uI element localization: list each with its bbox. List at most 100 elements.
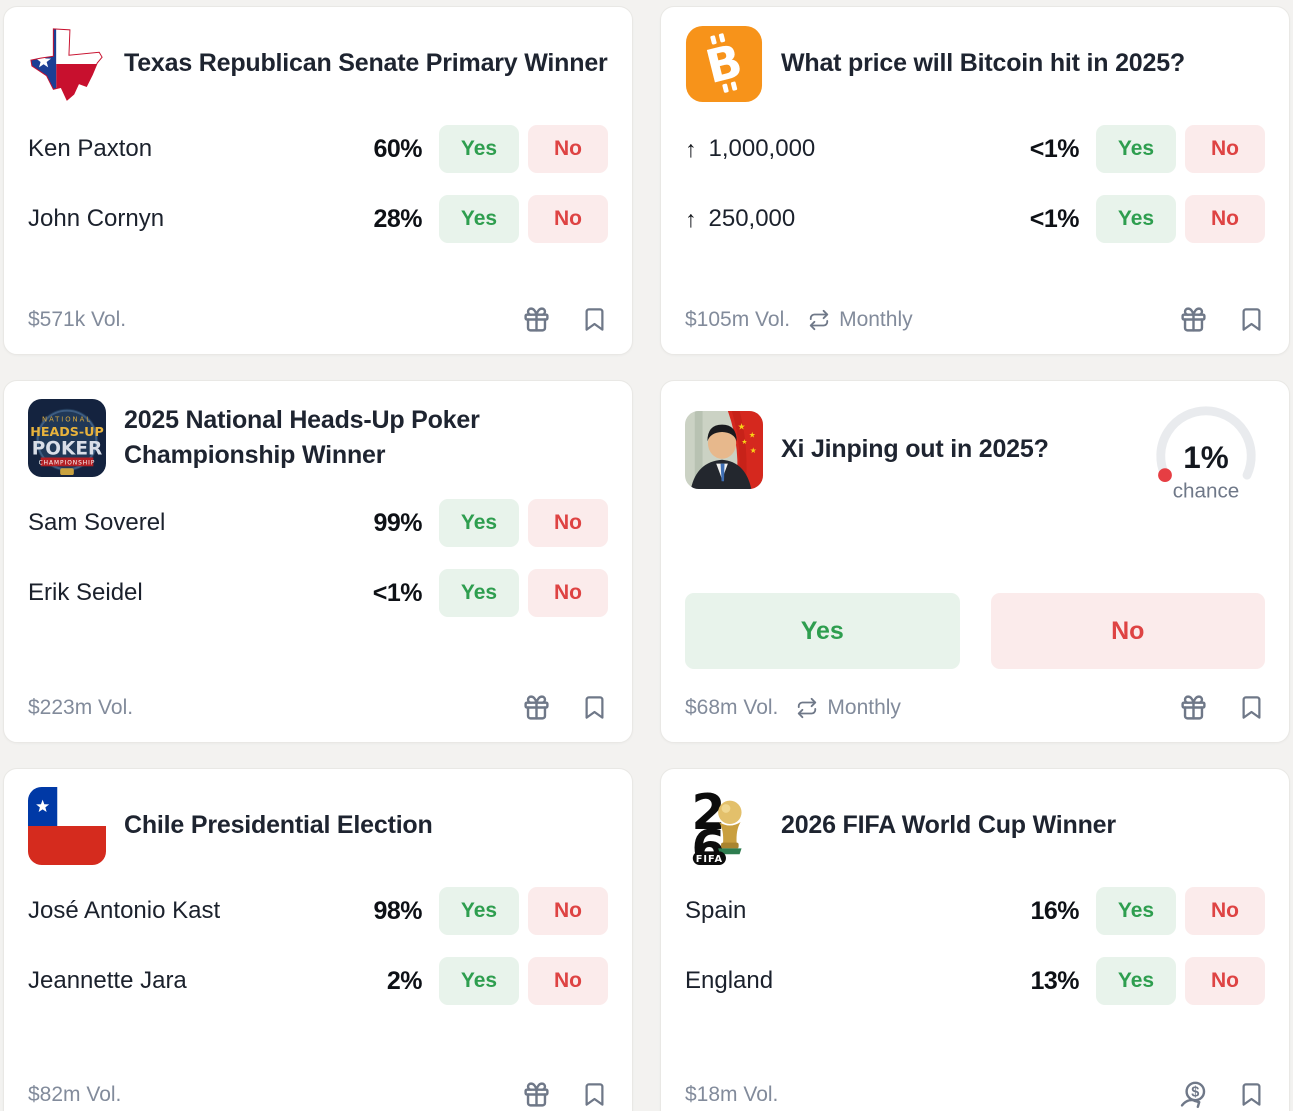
bookmark-button[interactable] (581, 693, 608, 722)
gift-button[interactable] (522, 305, 551, 334)
yes-button[interactable]: Yes (1096, 125, 1176, 173)
outcome-row: Erik Seidel <1% Yes No (28, 569, 608, 617)
outcome-label[interactable]: Jeannette Jara (28, 967, 187, 994)
yes-button[interactable]: Yes (1096, 887, 1176, 935)
yes-button[interactable]: Yes (439, 125, 519, 173)
market-card-chile-election[interactable]: Chile Presidential Election José Antonio… (3, 768, 633, 1111)
svg-text:FIFA: FIFA (696, 854, 723, 865)
no-button[interactable]: No (528, 125, 608, 173)
outcome-probability: 13% (1030, 966, 1079, 995)
bookmark-icon (1242, 696, 1261, 719)
market-card-texas-senate[interactable]: Texas Republican Senate Primary Winner K… (3, 6, 633, 355)
outcome-probability: 60% (373, 134, 422, 163)
card-header: Texas Republican Senate Primary Winner (28, 25, 608, 103)
outcome-label[interactable]: Ken Paxton (28, 135, 153, 162)
earn-button[interactable] (1179, 1080, 1208, 1109)
market-title[interactable]: Xi Jinping out in 2025? (781, 435, 1049, 464)
market-card-poker-championship[interactable]: NATIONAL HEADS-UP POKER CHAMPIONSHIP 202… (3, 380, 633, 743)
outcome-probability: 28% (373, 204, 422, 233)
yes-button[interactable]: Yes (439, 195, 519, 243)
yes-button[interactable]: Yes (439, 957, 519, 1005)
bookmark-button[interactable] (581, 1080, 608, 1109)
gift-icon (1181, 307, 1206, 332)
recurrence-label: Monthly (839, 307, 913, 331)
yes-button[interactable]: Yes (439, 887, 519, 935)
outcome-label[interactable]: José Antonio Kast (28, 897, 221, 924)
market-title[interactable]: Chile Presidential Election (124, 811, 433, 840)
outcome-row: John Cornyn 28% Yes No (28, 195, 608, 243)
outcome-row: José Antonio Kast 98% Yes No (28, 887, 608, 935)
card-header: ★ ★ ★ ★ Xi Jinping out in 2025? 1 (685, 399, 1265, 501)
outcome-list: ↑ 1,000,000 <1% Yes No ↑ 250,000 <1% Yes N… (685, 125, 1265, 243)
gift-button[interactable] (1179, 693, 1208, 722)
bookmark-icon (585, 696, 604, 719)
outcome-row: Ken Paxton 60% Yes No (28, 125, 608, 173)
card-header: B What price will Bitcoin hit in 2025? (685, 25, 1265, 103)
card-header: NATIONAL HEADS-UP POKER CHAMPIONSHIP 202… (28, 399, 608, 477)
no-button[interactable]: No (528, 195, 608, 243)
bookmark-button[interactable] (1238, 693, 1265, 722)
yes-button[interactable]: Yes (685, 593, 960, 669)
recurrence-label: Monthly (827, 695, 901, 719)
volume-label: $105m Vol. (685, 307, 791, 331)
no-button[interactable]: No (990, 593, 1265, 669)
outcome-list: Ken Paxton 60% Yes No John Cornyn 28% Ye… (28, 125, 608, 243)
recurrence: Monthly (796, 696, 901, 720)
market-title[interactable]: 2025 National Heads-Up Poker Championshi… (124, 405, 480, 470)
gift-button[interactable] (522, 1080, 551, 1109)
svg-text:★: ★ (749, 430, 756, 439)
card-footer: $105m Vol. Monthly (685, 305, 1265, 334)
recurrence: Monthly (808, 308, 913, 332)
no-button[interactable]: No (528, 499, 608, 547)
card-header: 2 6 FIFA 2026 FIFA World Cup Winner (685, 787, 1265, 865)
yes-button[interactable]: Yes (439, 499, 519, 547)
card-footer: $223m Vol. (28, 693, 608, 722)
bitcoin-icon: B (685, 25, 763, 103)
bookmark-icon (1242, 308, 1261, 331)
svg-text:★: ★ (738, 422, 746, 432)
outcome-probability: 16% (1030, 896, 1079, 925)
market-title[interactable]: 2026 FIFA World Cup Winner (781, 811, 1116, 840)
outcome-probability: <1% (1029, 134, 1080, 163)
no-button[interactable]: No (528, 957, 608, 1005)
no-button[interactable]: No (528, 887, 608, 935)
gift-icon (1181, 695, 1206, 720)
market-card-bitcoin-price[interactable]: B What price will Bitcoin hit in 2025? ↑… (660, 6, 1290, 355)
gift-button[interactable] (1179, 305, 1208, 334)
volume-label: $18m Vol. (685, 1082, 779, 1106)
card-footer: $571k Vol. (28, 305, 608, 334)
no-button[interactable]: No (1185, 125, 1265, 173)
card-footer: $18m Vol. (685, 1080, 1265, 1109)
market-title[interactable]: Texas Republican Senate Primary Winner (124, 49, 608, 78)
gift-button[interactable] (522, 693, 551, 722)
outcome-label[interactable]: ↑ 250,000 (685, 205, 796, 232)
outcome-label[interactable]: Spain (685, 897, 747, 924)
outcome-probability: <1% (372, 578, 423, 607)
no-button[interactable]: No (1185, 957, 1265, 1005)
card-header: Chile Presidential Election (28, 787, 608, 865)
yes-button[interactable]: Yes (439, 569, 519, 617)
outcome-label[interactable]: England (685, 967, 774, 994)
no-button[interactable]: No (528, 569, 608, 617)
no-button[interactable]: No (1185, 887, 1265, 935)
outcome-label[interactable]: Erik Seidel (28, 579, 143, 606)
earn-icon (1180, 1081, 1206, 1109)
card-footer: $82m Vol. (28, 1080, 608, 1109)
no-button[interactable]: No (1185, 195, 1265, 243)
outcome-label[interactable]: John Cornyn (28, 205, 165, 232)
chance-gauge: 1% chance (1156, 406, 1256, 501)
yes-button[interactable]: Yes (1096, 195, 1176, 243)
yes-button[interactable]: Yes (1096, 957, 1176, 1005)
bookmark-button[interactable] (581, 305, 608, 334)
outcome-label[interactable]: Sam Soverel (28, 509, 166, 536)
market-card-xi-jinping[interactable]: ★ ★ ★ ★ Xi Jinping out in 2025? 1 (660, 380, 1290, 743)
market-card-fifa-world-cup[interactable]: 2 6 FIFA 2026 FIFA World Cup Winner Spai… (660, 768, 1290, 1111)
market-title[interactable]: What price will Bitcoin hit in 2025? (781, 49, 1185, 78)
outcome-label[interactable]: ↑ 1,000,000 (685, 135, 816, 162)
bookmark-icon (585, 308, 604, 331)
bookmark-button[interactable] (1238, 1080, 1265, 1109)
svg-text:★: ★ (750, 446, 757, 455)
repeat-icon (809, 309, 829, 330)
outcome-list: Sam Soverel 99% Yes No Erik Seidel <1% Y… (28, 499, 608, 617)
bookmark-button[interactable] (1238, 305, 1265, 334)
